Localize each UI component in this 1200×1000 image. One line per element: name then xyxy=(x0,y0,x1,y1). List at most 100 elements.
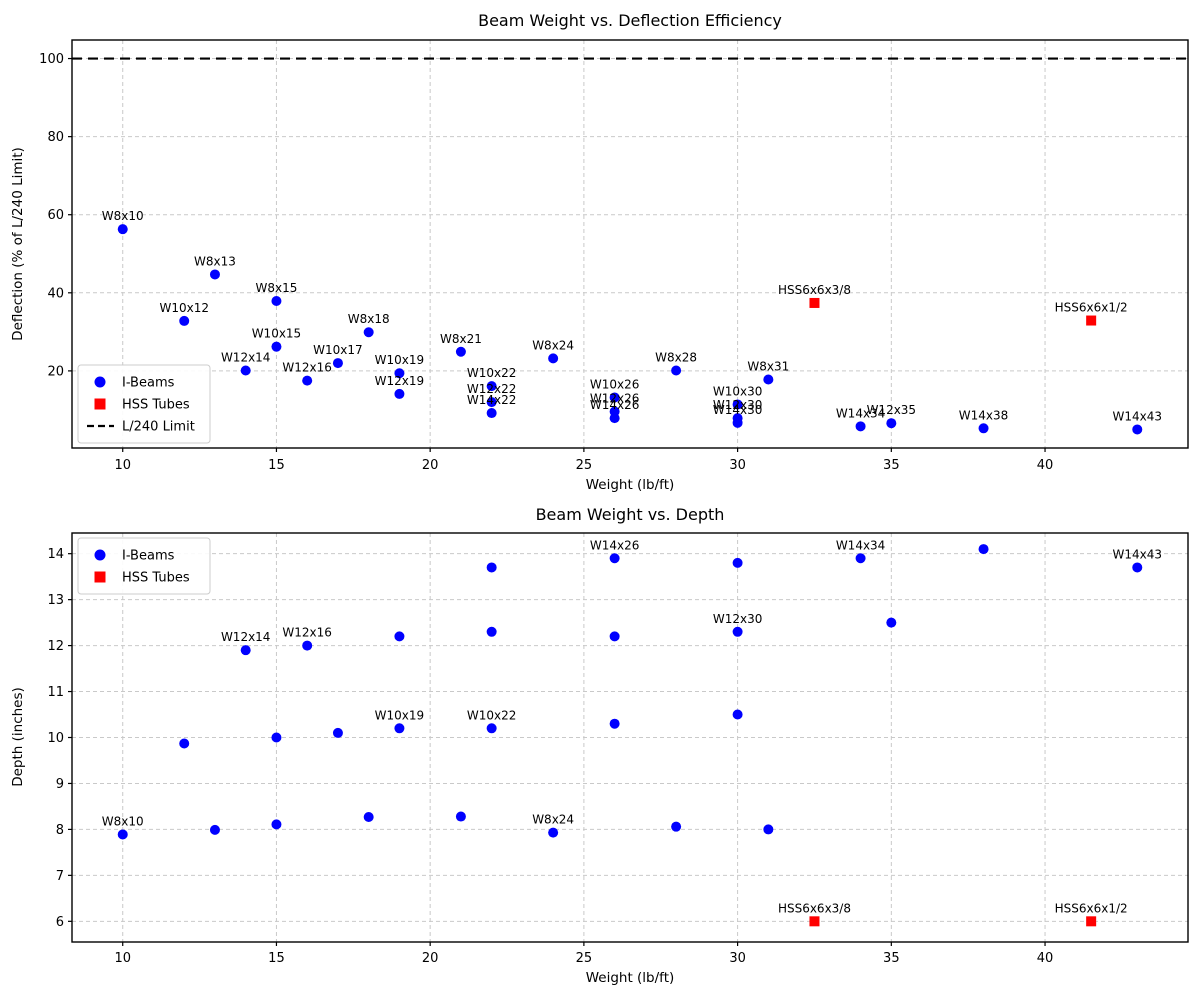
point-label: W14x43 xyxy=(1113,547,1163,561)
point-label: W12x22 xyxy=(467,382,517,396)
data-point-circle xyxy=(209,269,220,280)
point-label: HSS6x6x3/8 xyxy=(778,901,851,915)
point-label: W14x26 xyxy=(590,538,640,552)
data-point-circle xyxy=(732,709,743,720)
depth-plot-area: W8x10 W12x14 W12x16 W10x19 W10x22 W8x24 W14x26… xyxy=(47,532,1189,966)
legend-label: I-Beams xyxy=(122,376,175,391)
point-label: W8x24 xyxy=(532,338,574,352)
legend: I-Beams HSS Tubes L/240 Limit xyxy=(77,364,211,444)
point-label: W12x26 xyxy=(590,391,640,405)
x-tick-label: 20 xyxy=(422,951,439,966)
data-point-circle xyxy=(763,374,774,385)
y-tick-label: 9 xyxy=(56,777,64,792)
legend-circle-marker xyxy=(94,549,106,561)
legend-square-marker xyxy=(94,571,106,583)
point-label: W14x34 xyxy=(836,538,886,552)
point-label: W8x18 xyxy=(348,312,390,326)
data-point-circle xyxy=(732,626,743,637)
x-tick-label: 30 xyxy=(729,458,746,473)
y-tick-label: 20 xyxy=(47,364,64,379)
data-point-circle xyxy=(671,821,682,832)
point-label: W12x16 xyxy=(282,626,332,640)
data-point-circle xyxy=(855,553,866,564)
point-label: W14x38 xyxy=(959,408,1009,422)
point-label: W10x22 xyxy=(467,366,517,380)
data-point-circle xyxy=(394,631,405,642)
deflection-chart-xlabel: Weight (lb/ft) xyxy=(586,477,675,493)
legend-square-marker xyxy=(94,398,106,410)
data-point-circle xyxy=(455,346,466,357)
point-label: W12x30 xyxy=(713,398,763,412)
point-label: W14x43 xyxy=(1113,409,1163,423)
point-label: HSS6x6x3/8 xyxy=(778,283,851,297)
point-label: W10x19 xyxy=(375,353,425,367)
point-label: W12x35 xyxy=(867,403,917,417)
point-label: W10x26 xyxy=(590,377,640,391)
data-point-square xyxy=(809,916,820,927)
point-label: W12x30 xyxy=(713,612,763,626)
x-tick-label: 25 xyxy=(576,951,593,966)
point-label: W8x10 xyxy=(102,814,144,828)
legend-label: I-Beams xyxy=(122,549,175,564)
data-point-circle xyxy=(486,723,497,734)
legend-label: L/240 Limit xyxy=(122,420,195,435)
x-tick-label: 10 xyxy=(114,458,131,473)
data-point-circle xyxy=(732,557,743,568)
data-point-circle xyxy=(855,421,866,432)
data-point-circle xyxy=(271,341,282,352)
y-tick-label: 100 xyxy=(39,52,64,67)
point-label: W10x30 xyxy=(713,384,763,398)
data-point-circle xyxy=(394,388,405,399)
point-label: W8x10 xyxy=(102,209,144,223)
data-point-circle xyxy=(548,827,559,838)
legend: I-Beams HSS Tubes xyxy=(77,537,211,595)
data-point-circle xyxy=(394,368,405,379)
legend-label: HSS Tubes xyxy=(122,571,190,586)
legend-circle-marker xyxy=(94,376,106,388)
y-tick-label: 6 xyxy=(56,915,64,930)
deflection-chart: W8x10 W10x12 W8x13 W12x14 W8x15 W10x15 W12x16 W… xyxy=(10,11,1189,493)
data-point-circle xyxy=(455,811,466,822)
data-point-circle xyxy=(732,417,743,428)
data-point-circle xyxy=(486,408,497,419)
data-point-circle xyxy=(117,829,128,840)
data-point-circle xyxy=(271,819,282,830)
data-point-circle xyxy=(240,365,251,376)
y-tick-label: 80 xyxy=(47,130,64,145)
data-point-circle xyxy=(117,224,128,235)
y-tick-label: 13 xyxy=(47,593,64,608)
y-tick-label: 60 xyxy=(47,208,64,223)
y-tick-label: 14 xyxy=(47,547,64,562)
data-point-circle xyxy=(1132,562,1143,573)
point-label: W12x19 xyxy=(375,374,425,388)
point-label: W14x26 xyxy=(590,398,640,412)
y-tick-label: 12 xyxy=(47,639,64,654)
x-tick-label: 20 xyxy=(422,458,439,473)
point-label: W12x16 xyxy=(282,361,332,375)
y-tick-label: 40 xyxy=(47,286,64,301)
point-label: HSS6x6x1/2 xyxy=(1055,301,1128,315)
data-point-circle xyxy=(732,399,743,410)
y-tick-label: 11 xyxy=(47,685,64,700)
data-point-circle xyxy=(671,365,682,376)
point-label: W8x31 xyxy=(747,359,789,373)
data-point-circle xyxy=(363,327,374,338)
data-point-circle xyxy=(302,375,313,386)
x-tick-label: 15 xyxy=(268,951,285,966)
depth-chart: W8x10 W12x14 W12x16 W10x19 W10x22 W8x24 W14x26… xyxy=(10,505,1189,986)
data-point-circle xyxy=(486,397,497,408)
y-tick-label: 7 xyxy=(56,869,64,884)
data-point-circle xyxy=(886,617,897,628)
data-point-circle xyxy=(240,645,251,656)
point-label: W12x14 xyxy=(221,350,271,364)
data-point-circle xyxy=(548,353,559,364)
data-point-circle xyxy=(486,562,497,573)
data-point-circle xyxy=(609,413,620,424)
data-point-circle xyxy=(394,723,405,734)
data-point-circle xyxy=(179,738,190,749)
x-tick-label: 40 xyxy=(1037,951,1054,966)
data-point-circle xyxy=(332,727,343,738)
x-tick-label: 25 xyxy=(576,458,593,473)
point-label: W10x17 xyxy=(313,343,363,357)
